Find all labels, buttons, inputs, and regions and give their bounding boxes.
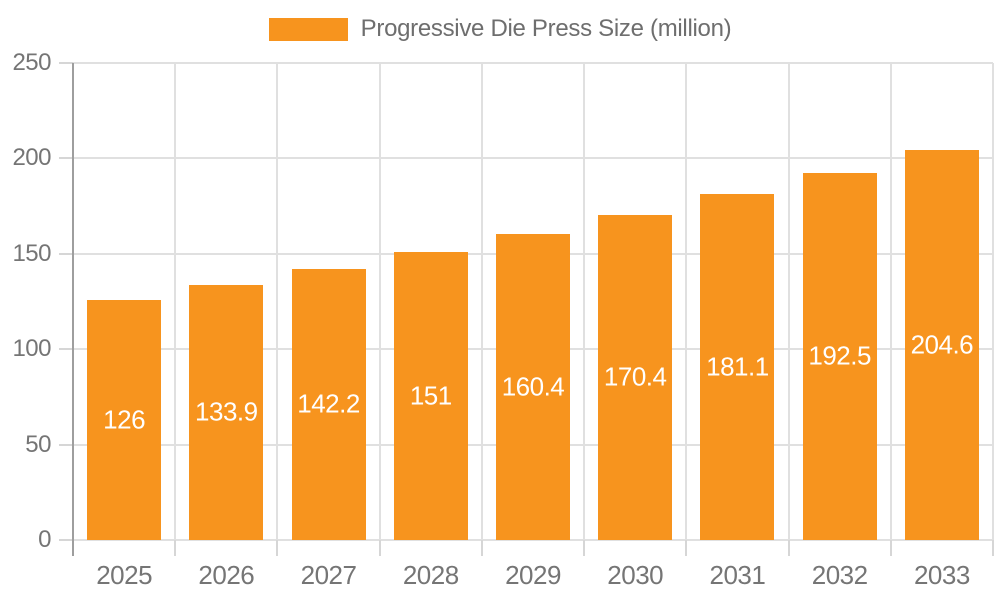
gridline-vertical (787, 63, 790, 540)
bar-value-label: 151 (409, 380, 452, 411)
gridline-vertical (685, 63, 688, 540)
bar-2026[interactable]: 133.9 (189, 284, 264, 540)
bar-value-label: 133.9 (195, 396, 258, 427)
gridline-vertical (480, 63, 483, 540)
y-axis-label: 200 (12, 144, 51, 172)
legend[interactable]: Progressive Die Press Size (million) (0, 15, 1000, 43)
bar-2030[interactable]: 170.4 (598, 214, 673, 540)
y-axis-tick (59, 539, 73, 541)
y-axis-label: 150 (12, 239, 51, 267)
gridline-horizontal (73, 539, 993, 541)
x-axis-tick (174, 540, 177, 556)
y-axis-tick (59, 443, 73, 446)
x-axis-label: 2027 (300, 560, 357, 590)
legend-swatch-icon (268, 17, 348, 41)
x-axis-tick (378, 540, 381, 556)
bar-value-label: 160.4 (501, 371, 565, 402)
x-axis-label: 2028 (402, 560, 459, 590)
bar-2027[interactable]: 142.2 (291, 268, 366, 540)
x-axis-label: 2025 (96, 560, 153, 590)
y-axis-label: 100 (12, 335, 51, 363)
x-axis-label: 2033 (913, 560, 970, 590)
y-axis-tick (59, 157, 73, 160)
y-axis-label: 50 (25, 430, 51, 458)
gridline-horizontal (73, 157, 993, 160)
x-axis-tick (583, 540, 586, 556)
bar-2029[interactable]: 160.4 (496, 233, 570, 540)
gridline-vertical (378, 63, 381, 540)
y-axis-tick (59, 62, 73, 64)
gridline-vertical (276, 63, 279, 540)
gridline-vertical (992, 63, 994, 540)
bar-2025[interactable]: 126 (87, 299, 162, 540)
bar-2033[interactable]: 204.6 (904, 149, 979, 540)
x-axis-label: 2029 (505, 560, 561, 590)
x-axis-tick (992, 540, 994, 556)
x-axis-tick (276, 540, 279, 556)
x-axis-label: 2026 (198, 560, 255, 590)
bar-value-label: 126 (103, 404, 146, 435)
bar-value-label: 204.6 (910, 329, 974, 360)
x-axis-label: 2032 (811, 560, 868, 590)
gridline-horizontal (73, 62, 993, 64)
bar-value-label: 170.4 (603, 361, 667, 392)
x-axis-tick (480, 540, 483, 556)
x-axis-tick (889, 540, 892, 556)
bar-2028[interactable]: 151 (393, 251, 468, 540)
y-axis-line (72, 63, 74, 556)
gridline-vertical (889, 63, 892, 540)
y-axis-tick (59, 252, 73, 255)
bar-value-label: 192.5 (808, 340, 871, 371)
x-axis-tick (787, 540, 790, 556)
gridline-vertical (583, 63, 586, 540)
bar-2031[interactable]: 181.1 (700, 194, 775, 540)
x-axis-label: 2030 (607, 560, 664, 590)
bar-value-label: 181.1 (706, 351, 769, 382)
x-axis-label: 2031 (709, 560, 766, 590)
y-axis-label: 250 (12, 49, 51, 76)
y-axis-label: 0 (38, 526, 51, 553)
bar-value-label: 142.2 (297, 388, 360, 419)
y-axis-tick (59, 348, 73, 351)
legend-label: Progressive Die Press Size (million) (360, 15, 732, 42)
gridline-vertical (174, 63, 177, 540)
bar-2032[interactable]: 192.5 (802, 172, 877, 540)
x-axis-tick (685, 540, 688, 556)
